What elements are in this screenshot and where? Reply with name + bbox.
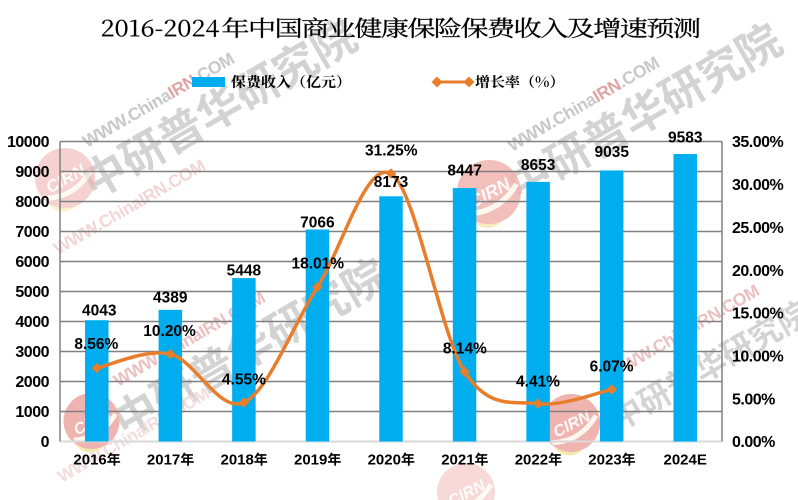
svg-text:5448: 5448: [227, 263, 262, 280]
svg-text:4.41%: 4.41%: [516, 374, 560, 391]
svg-text:5.00%: 5.00%: [732, 391, 775, 408]
svg-text:8.56%: 8.56%: [74, 336, 118, 353]
svg-text:10000: 10000: [7, 134, 50, 151]
svg-text:8447: 8447: [447, 163, 481, 180]
svg-text:10.00%: 10.00%: [732, 349, 784, 366]
svg-text:10.20%: 10.20%: [143, 323, 196, 340]
svg-text:35.00%: 35.00%: [732, 134, 784, 151]
svg-text:4389: 4389: [153, 290, 188, 307]
svg-text:7000: 7000: [15, 224, 49, 241]
svg-text:2020: 2020: [368, 452, 401, 469]
svg-text:2019: 2019: [294, 452, 327, 469]
svg-text:4043: 4043: [82, 303, 117, 320]
svg-text:31.25%: 31.25%: [365, 143, 418, 160]
svg-text:5000: 5000: [15, 284, 49, 301]
svg-text:2022: 2022: [515, 452, 548, 469]
svg-text:25.00%: 25.00%: [732, 220, 784, 237]
svg-text:18.01%: 18.01%: [292, 256, 345, 273]
svg-text:9035: 9035: [594, 144, 629, 161]
svg-text:2016: 2016: [73, 452, 106, 469]
svg-text:8000: 8000: [15, 194, 49, 211]
svg-text:30.00%: 30.00%: [732, 177, 784, 194]
svg-text:2000: 2000: [15, 374, 49, 391]
svg-text:8.14%: 8.14%: [443, 341, 487, 358]
svg-text:3000: 3000: [15, 344, 49, 361]
svg-text:2023: 2023: [588, 452, 621, 469]
svg-text:7066: 7066: [300, 215, 335, 232]
svg-text:6000: 6000: [15, 254, 49, 271]
svg-text:2024E: 2024E: [664, 452, 707, 469]
svg-text:8173: 8173: [374, 174, 409, 191]
svg-text:1000: 1000: [15, 404, 49, 421]
svg-text:4.55%: 4.55%: [222, 371, 266, 388]
svg-text:0: 0: [41, 434, 50, 451]
svg-text:9000: 9000: [15, 164, 49, 181]
svg-text:2017: 2017: [147, 452, 180, 469]
svg-text:15.00%: 15.00%: [732, 306, 784, 323]
svg-text:2018: 2018: [221, 452, 254, 469]
svg-text:6.07%: 6.07%: [590, 359, 634, 376]
svg-text:0.00%: 0.00%: [732, 434, 775, 451]
svg-text:20.00%: 20.00%: [732, 263, 784, 280]
svg-text:9583: 9583: [668, 129, 703, 146]
svg-text:4000: 4000: [15, 314, 49, 331]
svg-text:8653: 8653: [521, 157, 556, 174]
svg-text:2021: 2021: [441, 452, 474, 469]
